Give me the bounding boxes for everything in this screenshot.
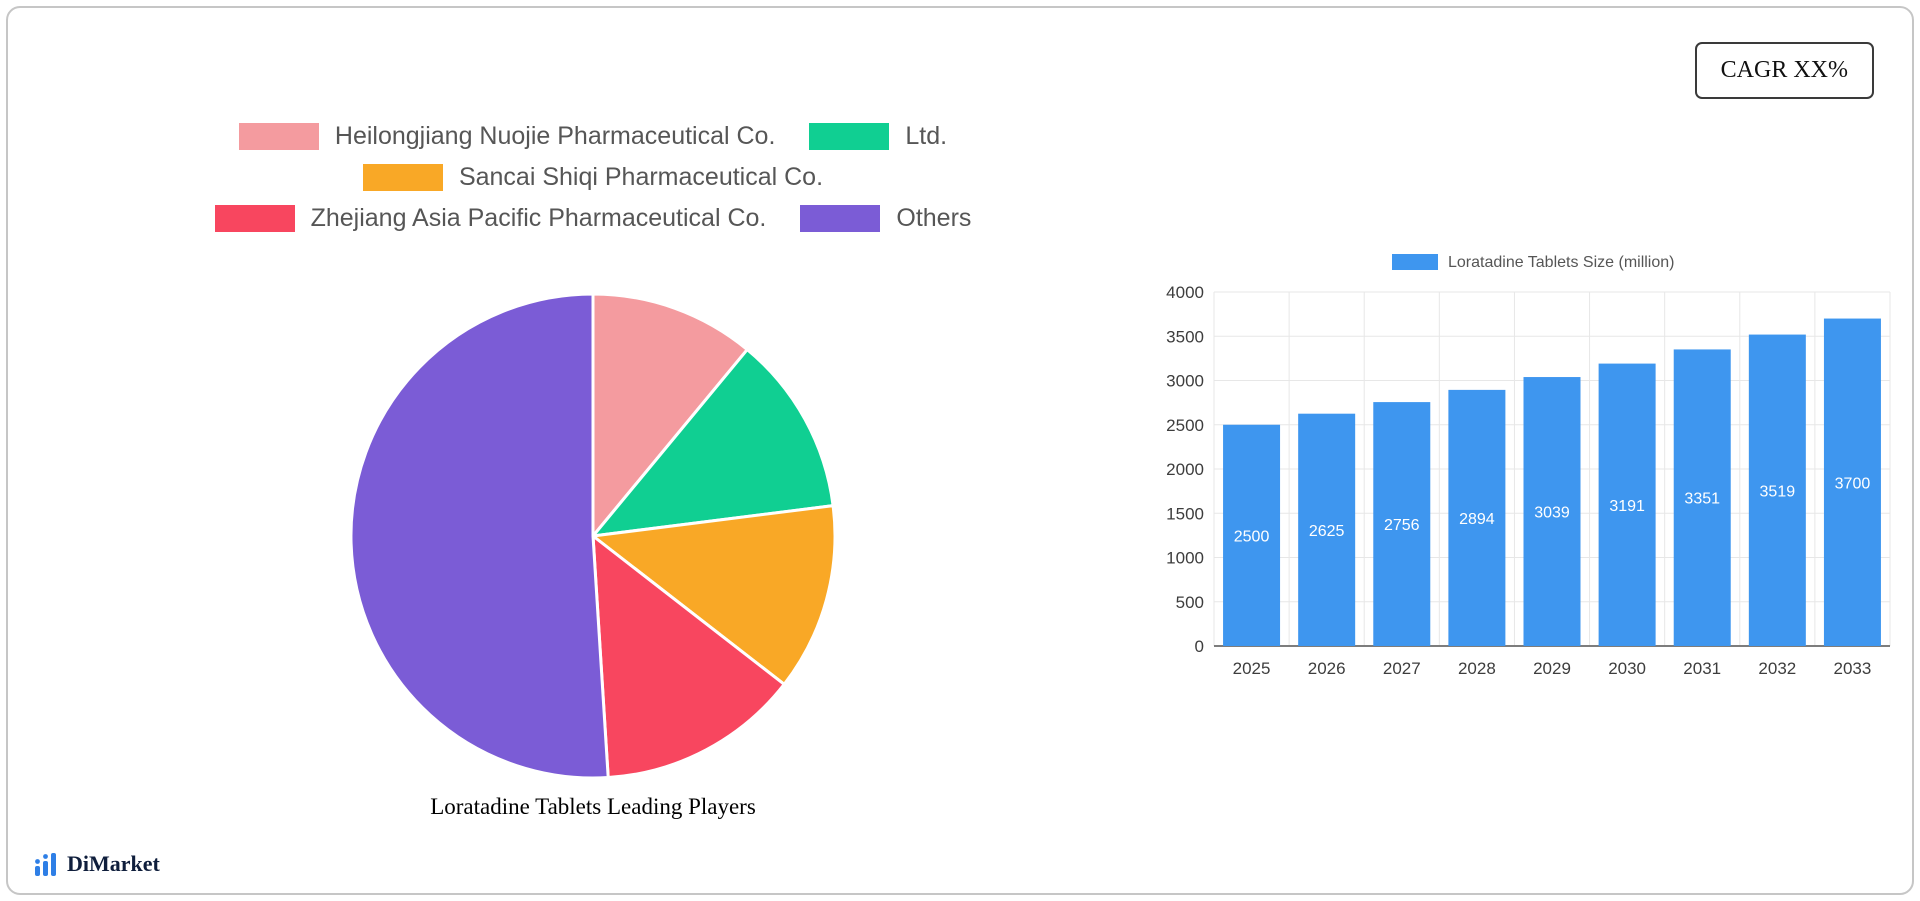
report-canvas: CAGR XX% Heilongjiang Nuojie Pharmaceuti… <box>6 6 1914 895</box>
pie-slice <box>349 292 610 780</box>
legend-label: Heilongjiang Nuojie Pharmaceutical Co. <box>334 122 776 150</box>
bar <box>1373 402 1431 646</box>
pie-legend-row: Heilongjiang Nuojie Pharmaceutical Co. Lt… <box>238 122 947 151</box>
brand-logo: DiMarket <box>34 851 160 877</box>
pie-legend-item: Ltd. <box>809 122 947 151</box>
pie-legend: Heilongjiang Nuojie Pharmaceutical Co. Lt… <box>158 122 1028 233</box>
pie-legend-row: Zhejiang Asia Pacific Pharmaceutical Co.… <box>214 204 971 233</box>
pie-slice <box>591 292 749 538</box>
cagr-badge: CAGR XX% <box>1694 42 1874 99</box>
legend-swatch <box>214 205 295 232</box>
x-axis-tick-label: 2025 <box>1233 659 1271 678</box>
bar-value-label: 3700 <box>1835 475 1871 492</box>
bar-legend-swatch <box>1392 254 1438 270</box>
bar-value-label: 2894 <box>1459 511 1495 528</box>
legend-label: Others <box>896 204 972 232</box>
pie-legend-item: Heilongjiang Nuojie Pharmaceutical Co. <box>238 122 776 151</box>
bar <box>1298 413 1356 646</box>
legend-swatch <box>800 205 881 232</box>
cagr-label: CAGR XX% <box>1720 57 1848 83</box>
pie-chart-title: Loratadine Tablets Leading Players <box>430 794 756 819</box>
pie-legend-item: Sancai Shiqi Pharmaceutical Co. <box>362 163 824 192</box>
bar <box>1223 424 1281 646</box>
y-axis-tick-label: 2500 <box>1166 416 1204 435</box>
y-axis-tick-label: 0 <box>1195 637 1204 656</box>
bar <box>1523 377 1581 646</box>
pie-slice <box>591 504 837 686</box>
bar <box>1673 349 1731 646</box>
legend-swatch <box>238 123 319 150</box>
pie-slice <box>591 534 786 780</box>
legend-swatch <box>809 123 890 150</box>
bar <box>1448 389 1506 646</box>
legend-label: Zhejiang Asia Pacific Pharmaceutical Co. <box>310 204 767 232</box>
pie-legend-item: Others <box>800 204 971 233</box>
y-axis-tick-label: 1500 <box>1166 504 1204 523</box>
bar <box>1823 318 1881 646</box>
bar-value-label: 3519 <box>1760 483 1796 500</box>
pie-legend-item: Zhejiang Asia Pacific Pharmaceutical Co. <box>214 204 767 233</box>
bar <box>1598 363 1656 646</box>
brand-name: DiMarket <box>67 851 160 876</box>
y-axis-tick-label: 500 <box>1176 593 1204 612</box>
legend-label: Sancai Shiqi Pharmaceutical Co. <box>458 163 824 191</box>
x-axis-tick-label: 2026 <box>1308 659 1346 678</box>
x-axis-tick-label: 2027 <box>1383 659 1421 678</box>
legend-label: Ltd. <box>905 122 948 150</box>
pie-legend-row: Sancai Shiqi Pharmaceutical Co. <box>362 163 824 192</box>
bar-value-label: 3039 <box>1534 505 1570 522</box>
y-axis-tick-label: 3000 <box>1166 372 1204 391</box>
pie-slice <box>591 348 835 538</box>
bar-value-label: 2625 <box>1309 523 1345 540</box>
x-axis-tick-label: 2032 <box>1758 659 1796 678</box>
x-axis-tick-label: 2031 <box>1683 659 1721 678</box>
y-axis-tick-label: 3500 <box>1166 327 1204 346</box>
y-axis-tick-label: 1000 <box>1166 549 1204 568</box>
x-axis-tick-label: 2030 <box>1608 659 1646 678</box>
bar-value-label: 3191 <box>1609 498 1645 515</box>
bar-value-label: 2756 <box>1384 517 1420 534</box>
bar-legend-label: Loratadine Tablets Size (million) <box>1448 254 1674 271</box>
x-axis-tick-label: 2028 <box>1458 659 1496 678</box>
bar-svg: 0 500 1000 1500 2000 2500 3000 3500 4000 2500 2025… <box>1166 254 1891 678</box>
legend-swatch <box>362 164 443 191</box>
bar-value-label: 3351 <box>1684 491 1720 508</box>
bar-value-label: 2500 <box>1234 528 1270 545</box>
brand-bars-icon <box>35 852 56 876</box>
y-axis-tick-label: 4000 <box>1166 283 1204 302</box>
bar <box>1748 334 1806 646</box>
y-axis-tick-label: 2000 <box>1166 460 1204 479</box>
x-axis-tick-label: 2033 <box>1834 659 1872 678</box>
pie-svg <box>349 292 837 780</box>
x-axis-tick-label: 2029 <box>1533 659 1571 678</box>
